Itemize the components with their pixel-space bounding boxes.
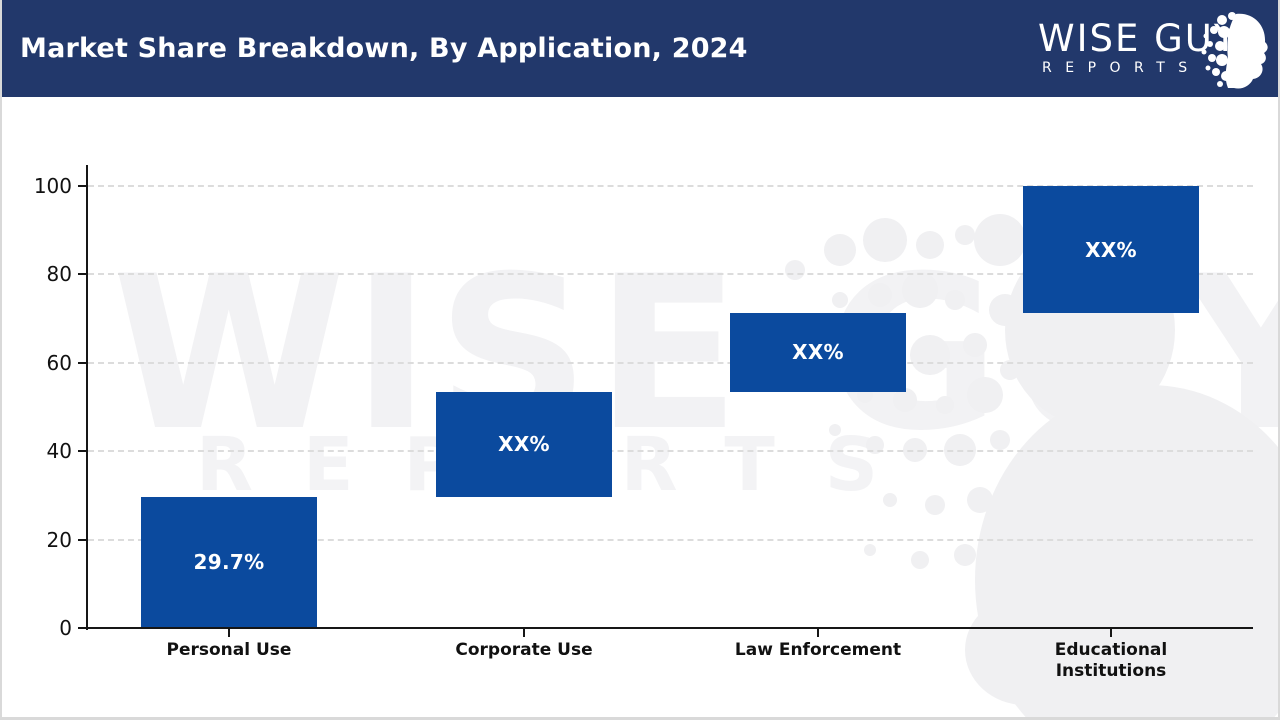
bar-personal-use: 29.7% xyxy=(141,496,317,628)
bar-corporate-use: XX% xyxy=(436,391,612,497)
y-axis xyxy=(86,165,88,630)
page-title: Market Share Breakdown, By Application, … xyxy=(20,33,748,64)
y-tick xyxy=(78,450,86,453)
y-tick-label: 0 xyxy=(59,616,72,640)
y-tick xyxy=(78,185,86,187)
bar-value-label: XX% xyxy=(498,432,550,457)
logo-reports-label: REPORTS xyxy=(1042,60,1201,76)
gridline xyxy=(88,450,1253,453)
y-tick xyxy=(78,361,86,364)
x-tick-label: Corporate Use xyxy=(455,640,593,660)
bar-law-enforcement: XX% xyxy=(730,313,906,392)
bar-educational-institutions: XX% xyxy=(1023,186,1199,314)
x-tick xyxy=(228,629,230,637)
bar-value-label: 29.7% xyxy=(193,550,265,575)
watermark-face-dots-icon xyxy=(785,214,1280,720)
x-tick-label: Personal Use xyxy=(166,640,292,660)
wiseguy-logo: WISE GUY REPORTS xyxy=(1008,8,1268,90)
y-tick-label: 20 xyxy=(46,527,72,552)
logo-face-icon xyxy=(1201,12,1268,89)
bar-value-label: XX% xyxy=(792,340,844,365)
gridline xyxy=(88,273,1253,276)
x-axis xyxy=(86,627,1253,629)
y-tick xyxy=(78,273,86,276)
gridline xyxy=(88,361,1253,364)
y-tick-label: 40 xyxy=(46,439,72,464)
header: Market Share Breakdown, By Application, … xyxy=(0,0,1280,97)
y-tick-label: 100 xyxy=(33,174,72,198)
bar-value-label: XX% xyxy=(1085,237,1137,262)
y-tick-label: 60 xyxy=(46,350,72,375)
y-tick xyxy=(78,627,86,629)
gridline xyxy=(88,185,1253,187)
y-tick-label: 80 xyxy=(46,262,72,287)
x-tick xyxy=(817,629,819,637)
x-tick-label: Law Enforcement xyxy=(734,640,902,660)
logo-text: WISE GUY REPORTS xyxy=(1038,20,1238,76)
x-tick xyxy=(523,629,525,637)
gridline xyxy=(88,538,1253,541)
y-tick xyxy=(78,538,86,541)
x-tick xyxy=(1110,629,1112,637)
x-tick-label: Educational Institutions xyxy=(1054,640,1168,682)
